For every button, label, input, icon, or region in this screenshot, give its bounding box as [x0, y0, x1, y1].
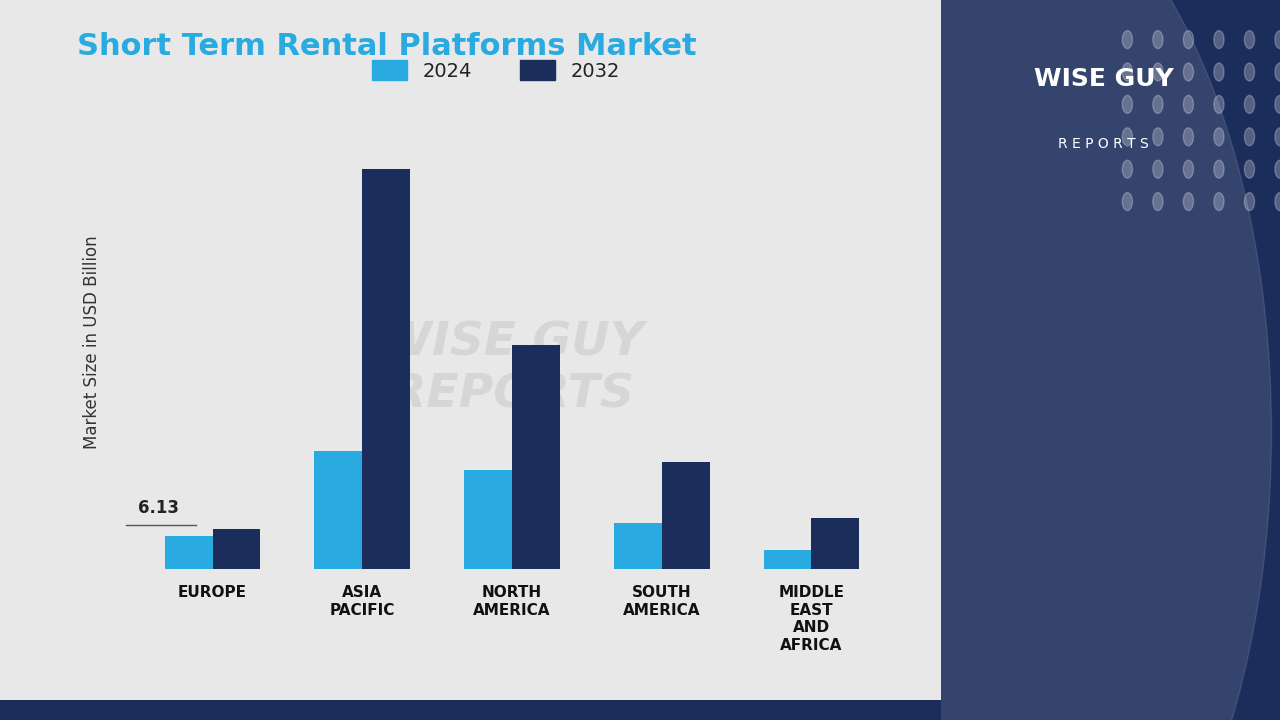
Ellipse shape [1153, 95, 1164, 113]
Ellipse shape [1123, 95, 1133, 113]
Legend: 2024, 2032: 2024, 2032 [364, 53, 628, 89]
Ellipse shape [1123, 192, 1133, 210]
Bar [764, 550, 812, 569]
Text: Short Term Rental Platforms Market: Short Term Rental Platforms Market [77, 32, 696, 61]
Ellipse shape [1183, 192, 1193, 210]
Ellipse shape [1244, 30, 1254, 49]
Bar [315, 451, 362, 569]
Ellipse shape [1153, 192, 1164, 210]
Ellipse shape [1244, 161, 1254, 179]
Bar [512, 345, 559, 569]
Ellipse shape [1213, 30, 1224, 49]
Text: WISE GUY: WISE GUY [1034, 67, 1174, 91]
Ellipse shape [1275, 95, 1280, 113]
Bar [812, 518, 859, 569]
Ellipse shape [1183, 161, 1193, 179]
Ellipse shape [678, 0, 1271, 720]
Ellipse shape [1244, 128, 1254, 145]
Ellipse shape [1183, 128, 1193, 145]
Bar [165, 536, 212, 569]
Ellipse shape [1244, 192, 1254, 210]
Bar [362, 168, 410, 569]
Ellipse shape [1244, 95, 1254, 113]
Ellipse shape [1213, 95, 1224, 113]
Text: WISE GUY
REPORTS: WISE GUY REPORTS [380, 320, 644, 418]
Ellipse shape [1183, 63, 1193, 81]
Bar [212, 528, 260, 569]
Ellipse shape [1123, 128, 1133, 145]
Ellipse shape [1275, 192, 1280, 210]
Ellipse shape [1213, 128, 1224, 145]
Ellipse shape [1275, 128, 1280, 145]
Ellipse shape [1213, 161, 1224, 179]
Bar [614, 523, 662, 569]
Ellipse shape [1123, 30, 1133, 49]
Ellipse shape [1153, 63, 1164, 81]
Text: R E P O R T S: R E P O R T S [1059, 137, 1149, 151]
Ellipse shape [1123, 63, 1133, 81]
Ellipse shape [1213, 63, 1224, 81]
Ellipse shape [1153, 30, 1164, 49]
Y-axis label: Market Size in USD Billion: Market Size in USD Billion [83, 235, 101, 449]
Text: 6.13: 6.13 [138, 500, 179, 518]
Bar [465, 470, 512, 569]
Ellipse shape [1275, 63, 1280, 81]
Ellipse shape [1183, 30, 1193, 49]
Ellipse shape [1213, 192, 1224, 210]
Ellipse shape [1153, 128, 1164, 145]
Ellipse shape [1153, 161, 1164, 179]
Ellipse shape [1183, 95, 1193, 113]
Ellipse shape [1123, 161, 1133, 179]
Ellipse shape [1275, 30, 1280, 49]
Bar [662, 462, 709, 569]
Ellipse shape [1244, 63, 1254, 81]
Ellipse shape [1275, 161, 1280, 179]
